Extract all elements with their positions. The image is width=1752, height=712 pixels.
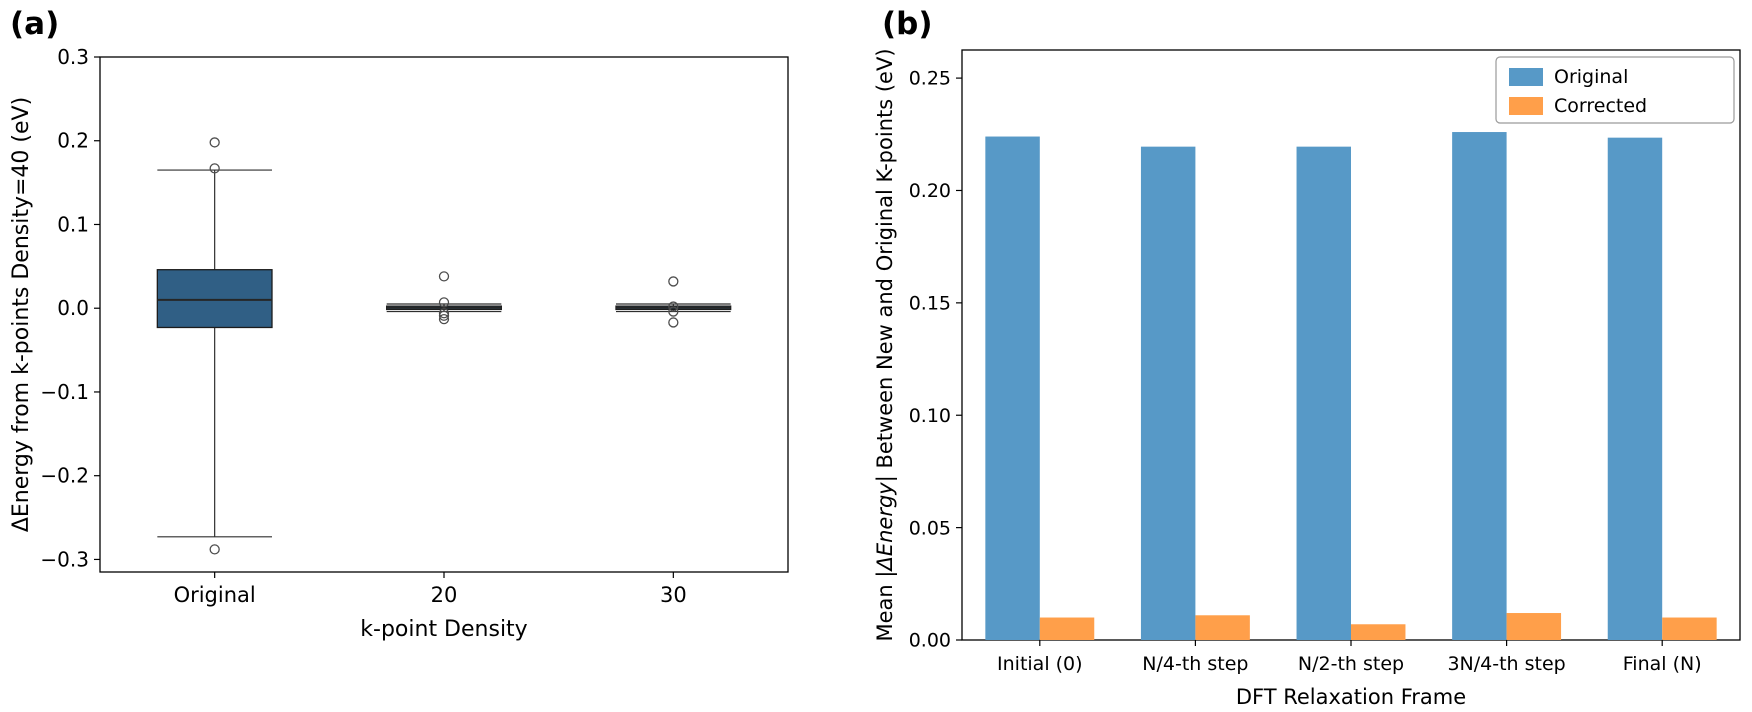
boxplot-chart: −0.3 −0.2 −0.1 0.0 0.1 0.2 0.3 Original 20 30 k-po… — [9, 45, 789, 642]
outlier-point — [668, 306, 679, 317]
outlier-point — [438, 271, 450, 282]
bar-original — [1140, 146, 1196, 640]
outlier-point — [668, 301, 679, 312]
svg-text:0.2: 0.2 — [57, 129, 89, 153]
y-axis-title: Mean |ΔEnergy| Between New and Original … — [873, 48, 898, 641]
outlier-point — [209, 163, 220, 174]
legend-swatch — [1509, 68, 1543, 86]
legend-label: Corrected — [1554, 95, 1647, 117]
bar-original — [1296, 146, 1351, 640]
legend-swatch — [1509, 97, 1543, 115]
outlier-point — [668, 317, 679, 328]
svg-text:Final (N): Final (N) — [1623, 653, 1702, 675]
bar-original — [1607, 137, 1663, 640]
outlier-point — [668, 276, 679, 287]
bar-corrected — [1351, 624, 1406, 640]
svg-text:Initial (0): Initial (0) — [997, 653, 1083, 675]
outlier-point — [438, 310, 450, 321]
svg-text:0.00: 0.00 — [909, 630, 951, 652]
bar-corrected — [1506, 613, 1562, 640]
svg-text:0.0: 0.0 — [57, 296, 89, 320]
panel-b-label: (b) — [882, 6, 933, 42]
legend-label: Original — [1554, 66, 1628, 88]
bar-corrected — [1039, 617, 1095, 640]
outlier-point — [438, 308, 450, 319]
outlier-point — [438, 297, 450, 308]
svg-text:0.20: 0.20 — [909, 180, 951, 202]
legend: Original Corrected — [1495, 56, 1735, 124]
svg-text:3N/4-th step: 3N/4-th step — [1447, 653, 1565, 675]
boxplot-series — [156, 137, 732, 555]
outlier-point — [438, 313, 450, 325]
svg-text:N/4-th step: N/4-th step — [1142, 653, 1248, 675]
axes: −0.3 −0.2 −0.1 0.0 0.1 0.2 0.3 Original 20 30 k-po… — [9, 45, 789, 642]
svg-text:0.05: 0.05 — [909, 517, 951, 539]
svg-text:−0.3: −0.3 — [40, 547, 89, 571]
svg-text:−0.1: −0.1 — [40, 380, 89, 404]
svg-text:20: 20 — [431, 583, 458, 607]
panel-b: (b) 0.00 0.05 0.10 0.15 0.20 0.25 Initial (0) N… — [872, 0, 1752, 712]
svg-text:0.15: 0.15 — [909, 293, 951, 315]
svg-text:0.1: 0.1 — [57, 212, 89, 236]
bar-corrected — [1195, 615, 1250, 640]
outlier-point — [209, 544, 220, 555]
svg-text:30: 30 — [660, 583, 687, 607]
bar-corrected — [1662, 617, 1717, 640]
svg-text:0.3: 0.3 — [57, 45, 89, 69]
axes: 0.00 0.05 0.10 0.15 0.20 0.25 Initial (0) N/4-t… — [873, 48, 1741, 709]
svg-text:0.25: 0.25 — [909, 68, 951, 90]
outlier-point — [209, 137, 220, 148]
svg-text:0.10: 0.10 — [909, 405, 951, 427]
bar-series — [985, 132, 1717, 641]
box — [156, 269, 273, 329]
panel-a: (a) −0.3 −0.2 −0.1 0.0 0.1 0.2 0.3 Original 20 30… — [0, 0, 820, 712]
bar-original — [985, 136, 1040, 641]
panel-a-label: (a) — [10, 6, 60, 42]
x-axis-title: k-point Density — [360, 617, 527, 642]
y-axis-title: ΔEnergy from k-points Density=40 (eV) — [9, 97, 34, 532]
svg-text:−0.2: −0.2 — [40, 464, 89, 488]
bar-original — [1452, 132, 1507, 641]
x-axis-title: DFT Relaxation Frame — [1236, 685, 1466, 709]
grouped-bar-chart: 0.00 0.05 0.10 0.15 0.20 0.25 Initial (0) N/4-t… — [873, 48, 1741, 709]
svg-text:N/2-th step: N/2-th step — [1298, 653, 1404, 675]
svg-text:Original: Original — [174, 583, 256, 607]
